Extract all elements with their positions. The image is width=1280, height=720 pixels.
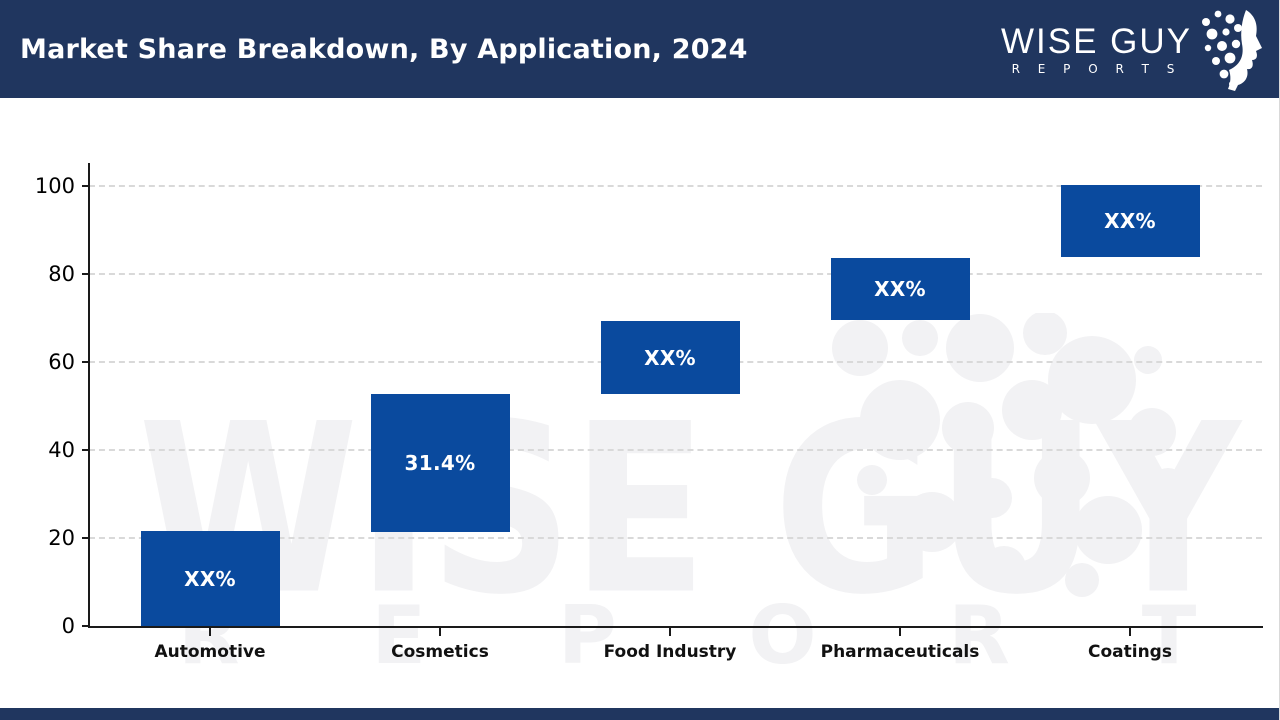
x-axis-label-2: Food Industry <box>603 642 737 662</box>
y-axis-label-20: 20 <box>48 526 75 550</box>
chart-area: WISE GUY R E P O R T S 0 20 40 60 80 100 XX% Au… <box>0 98 1279 708</box>
x-axis-tick-1 <box>439 628 441 636</box>
y-axis-label-100: 100 <box>34 174 75 198</box>
logo-subtext: R E P O R T S <box>1011 61 1182 76</box>
bar-pharmaceuticals: XX% <box>830 258 970 321</box>
bar-value-label: XX% <box>644 345 696 370</box>
bar-coatings: XX% <box>1060 185 1200 257</box>
bar-value-label: 31.4% <box>404 450 476 475</box>
x-axis-label-1: Cosmetics <box>391 642 489 662</box>
y-axis-tick-20 <box>82 537 89 539</box>
x-axis-tick-0 <box>209 628 211 636</box>
bar-food-industry: XX% <box>600 321 740 395</box>
gridline-y100 <box>89 185 1262 187</box>
x-axis-tick-4 <box>1129 628 1131 636</box>
x-axis-tick-3 <box>899 628 901 636</box>
bar-automotive: XX% <box>140 531 280 626</box>
y-axis-tick-60 <box>82 361 89 363</box>
y-axis-tick-0 <box>82 625 89 627</box>
y-axis-label-40: 40 <box>48 438 75 462</box>
gridline-y20 <box>89 537 1262 539</box>
bar-cosmetics: 31.4% <box>370 393 510 532</box>
y-axis-tick-100 <box>82 185 89 187</box>
watermark-head-dots-icon <box>832 313 1186 597</box>
y-axis-label-80: 80 <box>48 262 75 286</box>
watermark-subtext: R E P O R T S <box>178 589 1279 682</box>
bar-value-label: XX% <box>1104 208 1156 233</box>
page-title: Market Share Breakdown, By Application, … <box>20 33 748 65</box>
gridline-y40 <box>89 449 1262 451</box>
logo-wordmark: WISE GUY <box>1000 21 1192 61</box>
gridline-y80 <box>89 273 1262 275</box>
x-axis-label-4: Coatings <box>1088 642 1172 662</box>
x-axis-tick-2 <box>669 628 671 636</box>
header-bar: Market Share Breakdown, By Application, … <box>0 0 1279 98</box>
y-axis-label-60: 60 <box>48 350 75 374</box>
y-axis-tick-80 <box>82 273 89 275</box>
logo-text: WISE GUY R E P O R T S <box>1001 24 1192 75</box>
footer-bar <box>0 708 1279 720</box>
y-axis-tick-40 <box>82 449 89 451</box>
x-axis-line <box>88 626 1263 628</box>
x-axis-label-0: Automotive <box>154 642 266 662</box>
x-axis-label-3: Pharmaceuticals <box>820 642 980 662</box>
bar-value-label: XX% <box>184 566 236 591</box>
watermark-wordmark: WISE GUY <box>138 374 1241 647</box>
wise-guy-logo: WISE GUY R E P O R T S <box>1001 6 1262 92</box>
logo-head-icon <box>1202 10 1262 91</box>
y-axis-line <box>88 163 90 628</box>
y-axis-label-0: 0 <box>61 614 75 638</box>
bar-value-label: XX% <box>874 277 926 302</box>
